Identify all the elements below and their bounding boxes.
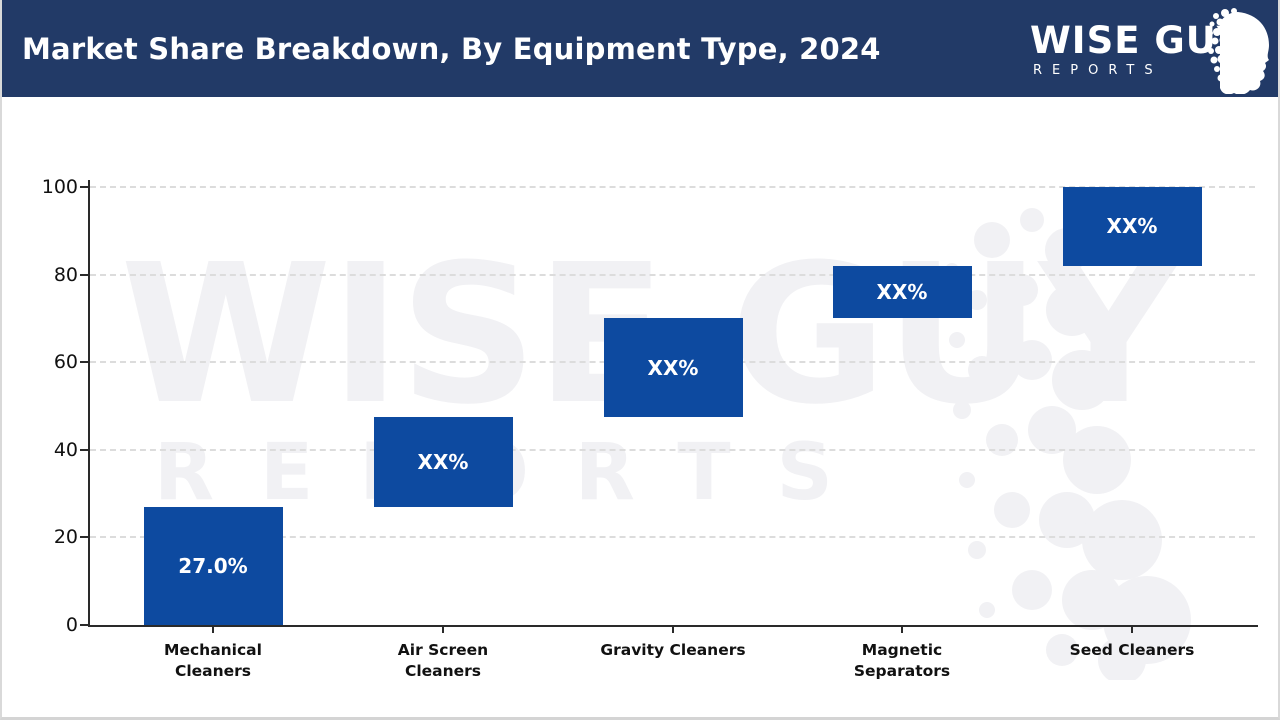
y-tickmark-100	[80, 186, 90, 188]
gridline-20	[90, 536, 1255, 539]
header-bar: Market Share Breakdown, By Equipment Typ…	[2, 0, 1278, 97]
gridline-40	[90, 448, 1255, 451]
x-tick-label-line: Cleaners	[404, 662, 482, 680]
waterfall-bar-1: 27.0%	[143, 506, 283, 625]
waterfall-bar-3: XX%	[603, 318, 743, 417]
page-title: Market Share Breakdown, By Equipment Typ…	[22, 31, 881, 66]
brand-logo: WISE GUY REPORTS	[1006, 6, 1276, 94]
y-axis-spine	[88, 180, 90, 627]
x-tickmark-2	[442, 625, 444, 633]
x-tick-label-line: Seed Cleaners	[1069, 641, 1195, 659]
y-tick-label-40: 40	[53, 438, 78, 461]
x-tick-label-line: Gravity Cleaners	[600, 641, 746, 659]
y-tick-label-100: 100	[41, 176, 78, 198]
bar-value-label: XX%	[417, 449, 469, 474]
y-tickmark-80	[80, 273, 90, 276]
y-tickmark-0	[80, 624, 90, 626]
y-tickmark-60	[80, 361, 90, 364]
x-tick-label-line: Mechanical	[164, 641, 262, 659]
x-tickmark-3	[672, 625, 674, 633]
bar-value-label: 27.0%	[178, 553, 248, 578]
y-tick-label-0: 0	[65, 614, 78, 636]
x-tickmark-5	[1131, 625, 1133, 633]
x-tick-label-4: Magnetic Separators	[792, 640, 1012, 682]
x-tick-label-3: Gravity Cleaners	[563, 640, 783, 661]
y-tickmark-40	[80, 448, 90, 451]
x-tickmark-4	[901, 625, 903, 633]
waterfall-bar-5: XX%	[1062, 187, 1202, 266]
waterfall-bar-2: XX%	[373, 416, 513, 507]
x-tick-label-2: Air Screen Cleaners	[333, 640, 553, 682]
gridline-100	[90, 186, 1255, 188]
y-tick-label-20: 20	[53, 526, 78, 549]
brand-logo-text: WISE GUY REPORTS	[1030, 22, 1245, 79]
x-tick-label-5: Seed Cleaners	[1022, 640, 1242, 661]
brand-logo-subtitle: REPORTS	[1033, 63, 1163, 78]
x-tick-label-line: Magnetic	[861, 641, 943, 659]
bar-value-label: XX%	[876, 280, 928, 305]
watermark-sub-text: REPORTS	[154, 428, 879, 518]
x-tick-label-1: Mechanical Cleaners	[103, 640, 323, 682]
bar-value-label: XX%	[647, 355, 699, 380]
x-tickmark-1	[212, 625, 214, 633]
x-tick-label-line: Air Screen	[397, 641, 489, 659]
y-tick-label-80: 80	[53, 263, 78, 286]
x-tick-label-line: Separators	[853, 662, 951, 680]
waterfall-bar-4: XX%	[832, 265, 972, 319]
gridline-80	[90, 273, 1255, 276]
brand-logo-face-icon	[1205, 8, 1269, 94]
y-tick-label-60: 60	[53, 351, 78, 374]
x-tick-label-line: Cleaners	[174, 662, 252, 680]
y-tickmark-20	[80, 536, 90, 539]
bar-value-label: XX%	[1106, 214, 1158, 239]
